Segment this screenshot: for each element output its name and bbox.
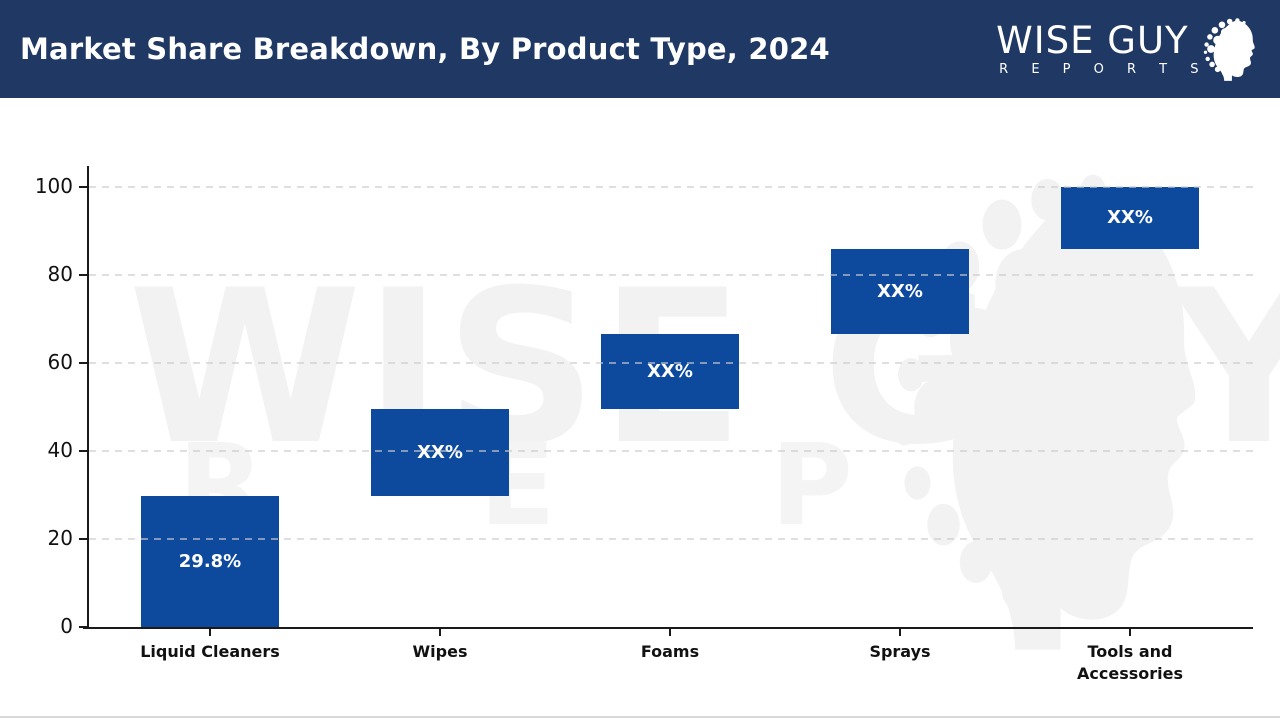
gridline	[89, 186, 1253, 188]
x-tick-mark	[439, 629, 441, 636]
x-tick-mark	[209, 629, 211, 636]
y-tick-mark	[79, 538, 87, 540]
logo: WISE GUY R E P O R T S	[996, 6, 1266, 92]
y-tick-mark	[79, 450, 87, 452]
header: Market Share Breakdown, By Product Type,…	[0, 0, 1280, 98]
gridline	[89, 274, 1253, 276]
bar: 29.8%	[141, 495, 279, 627]
bar-value-label: XX%	[877, 280, 923, 302]
category-label: Liquid Cleaners	[140, 642, 280, 661]
x-tick-mark	[1129, 629, 1131, 636]
x-tick-mark	[669, 629, 671, 636]
y-tick-label: 0	[60, 614, 73, 638]
y-tick-label: 100	[34, 174, 73, 198]
bar-value-label: XX%	[417, 441, 463, 463]
bar-value-label: 29.8%	[178, 550, 242, 572]
y-axis	[87, 166, 89, 629]
y-tick-mark	[79, 186, 87, 188]
y-tick-mark	[79, 274, 87, 276]
bar: XX%	[601, 334, 739, 409]
bar-value-label: XX%	[1107, 207, 1153, 229]
x-tick-mark	[899, 629, 901, 636]
y-tick-mark	[79, 362, 87, 364]
category-label: Tools and Accessories	[1077, 642, 1183, 683]
gridline	[89, 538, 1253, 540]
bar-value-label: XX%	[647, 361, 693, 383]
bar: XX%	[831, 248, 969, 335]
logo-wiseguy-label: WISE GUY	[996, 18, 1189, 62]
page-title: Market Share Breakdown, By Product Type,…	[20, 32, 830, 66]
y-tick-label: 40	[47, 438, 73, 462]
logo-reports-label: R E P O R T S	[999, 61, 1208, 77]
y-tick-label: 20	[47, 526, 73, 550]
gridline	[89, 362, 1253, 364]
gridline	[89, 450, 1253, 452]
bar: XX%	[371, 408, 509, 496]
y-tick-mark	[79, 626, 87, 628]
x-axis	[83, 627, 1253, 629]
watermark-face-icon	[894, 174, 1196, 650]
category-label: Foams	[640, 642, 700, 661]
category-label: Wipes	[412, 642, 468, 661]
bar: XX%	[1061, 187, 1199, 249]
wiseguy-face-icon	[1203, 18, 1255, 81]
category-label: Sprays	[869, 642, 931, 661]
logo-text: WISE GUY R E P O R T S	[996, 22, 1208, 77]
bottom-divider	[0, 716, 1280, 718]
y-tick-label: 80	[47, 262, 73, 286]
y-tick-label: 60	[47, 350, 73, 374]
